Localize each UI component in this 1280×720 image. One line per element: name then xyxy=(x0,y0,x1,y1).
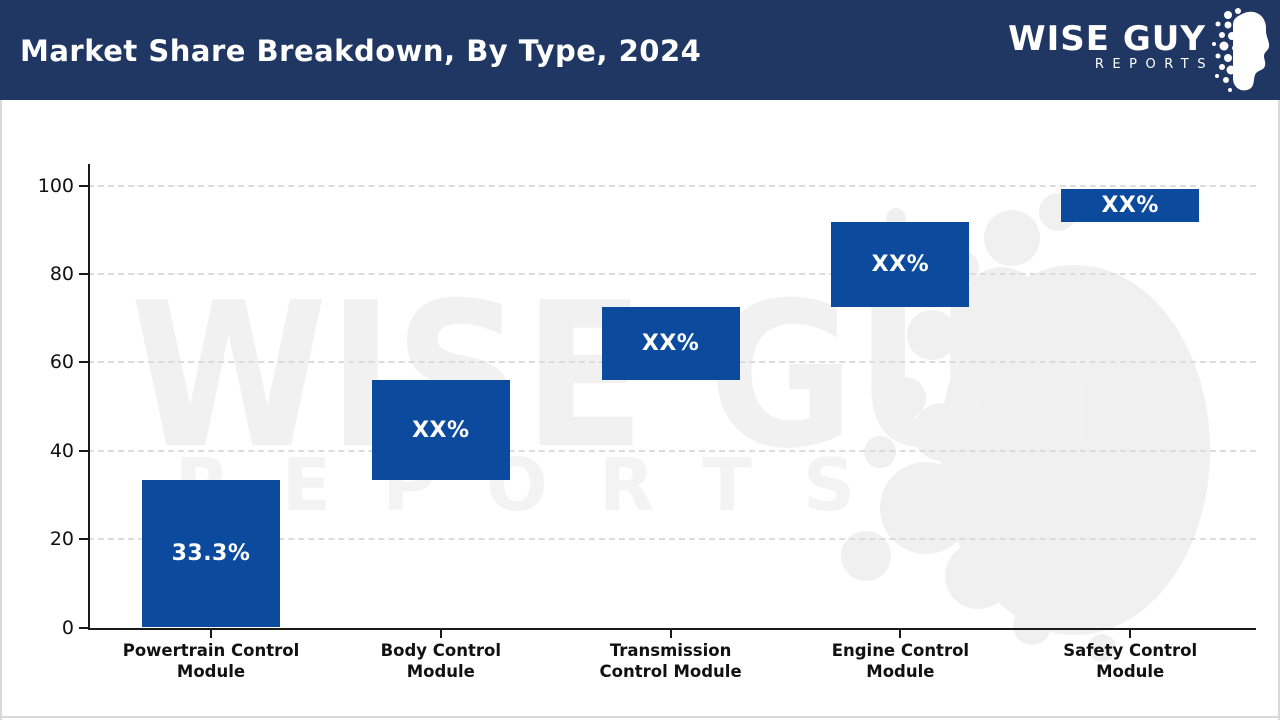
category-label: Body Control Module xyxy=(321,640,561,682)
page-border-left xyxy=(0,100,2,720)
y-tick-label: 100 xyxy=(37,174,74,197)
category-label-line1: Powertrain Control xyxy=(122,641,300,660)
wiseguy-logo: WISE GUY REPORTS xyxy=(1008,6,1272,94)
gridline-80 xyxy=(88,272,1256,275)
category-label-line2: Module xyxy=(176,662,246,681)
header-bar: Market Share Breakdown, By Type, 2024 WI… xyxy=(0,0,1280,100)
waterfall-bar-3: XX% xyxy=(601,307,740,380)
y-axis xyxy=(88,164,90,630)
bar-value-label: XX% xyxy=(412,417,470,443)
category-label-line1: Engine Control xyxy=(831,641,970,660)
y-tick xyxy=(79,538,88,541)
wiseguy-face-icon xyxy=(1212,8,1270,92)
waterfall-bar-2: XX% xyxy=(371,379,510,481)
x-tick xyxy=(669,629,672,638)
x-tick xyxy=(439,629,442,638)
y-tick xyxy=(79,449,88,452)
page-border-bottom xyxy=(0,716,1280,718)
watermark-text-2: REPORTS xyxy=(175,443,855,527)
bar-value-label: XX% xyxy=(641,331,700,357)
y-tick xyxy=(79,361,88,364)
gridline-100 xyxy=(88,184,1256,187)
category-label: Engine Control Module xyxy=(780,640,1020,682)
category-label: Transmission Control Module xyxy=(551,640,791,682)
y-tick-label: 60 xyxy=(49,351,74,374)
page-border-right xyxy=(1278,100,1280,720)
x-tick xyxy=(1129,629,1132,638)
logo-text: WISE GUY REPORTS xyxy=(1008,21,1206,73)
y-tick xyxy=(79,626,88,629)
y-tick-label: 80 xyxy=(49,262,74,285)
gridline-40 xyxy=(88,449,1256,452)
category-label-line1: Transmission xyxy=(609,641,732,660)
bar-value-label: XX% xyxy=(1101,192,1159,218)
logo-brand-subtext: REPORTS xyxy=(1094,57,1214,72)
category-label: Safety Control Module xyxy=(1010,640,1250,682)
bar-value-label: XX% xyxy=(871,252,930,278)
category-label-line2: Module xyxy=(406,662,475,681)
category-label-line2: Control Module xyxy=(599,662,742,681)
waterfall-bar-5: XX% xyxy=(1061,188,1200,222)
logo-brand-text: WISE GUY xyxy=(1008,19,1206,59)
y-tick xyxy=(79,184,88,187)
category-label-line2: Module xyxy=(866,662,935,681)
category-label: Powertrain Control Module xyxy=(91,640,331,682)
category-label-line1: Body Control xyxy=(380,641,502,660)
bar-value-label: 33.3% xyxy=(171,541,251,567)
category-label-line2: Module xyxy=(1096,662,1165,681)
x-tick xyxy=(210,629,212,638)
chart-title: Market Share Breakdown, By Type, 2024 xyxy=(20,34,702,68)
gridline-20 xyxy=(88,538,1256,541)
y-tick xyxy=(79,272,88,275)
waterfall-bar-1: 33.3% xyxy=(142,480,280,628)
x-axis xyxy=(88,627,1256,630)
x-tick xyxy=(899,629,902,638)
waterfall-bar-4: XX% xyxy=(831,221,970,308)
y-tick-label: 20 xyxy=(49,528,74,551)
y-tick-label: 0 xyxy=(61,616,74,639)
category-label-line1: Safety Control xyxy=(1063,641,1198,660)
y-tick-label: 40 xyxy=(49,439,74,462)
